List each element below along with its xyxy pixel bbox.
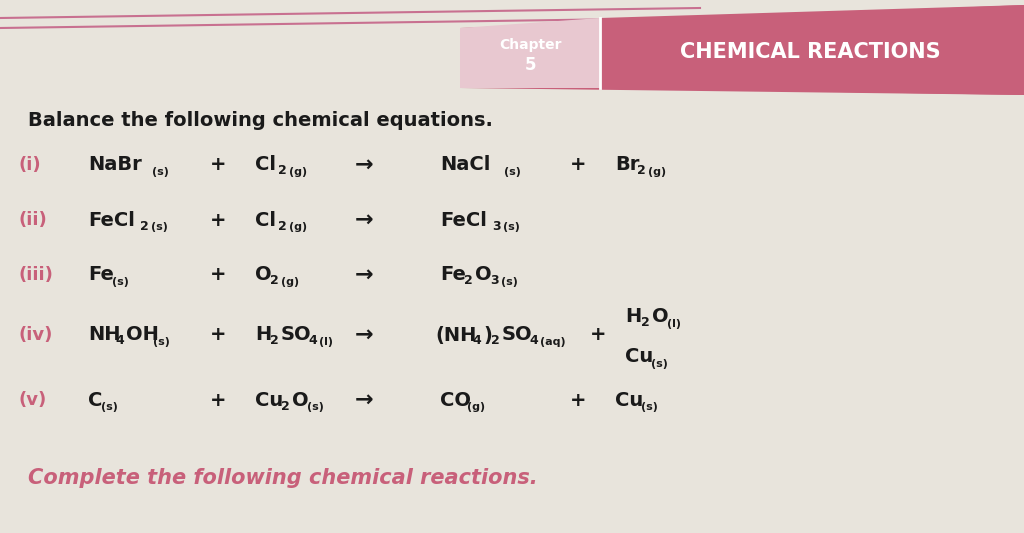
Text: (s): (s) [101,402,118,412]
Text: NH: NH [88,326,121,344]
Text: FeCl: FeCl [440,211,486,230]
Text: (s): (s) [112,277,129,287]
Text: +: + [570,156,587,174]
Text: +: + [570,391,587,409]
Text: CO: CO [440,391,471,409]
Polygon shape [600,5,1024,95]
Text: →: → [355,265,374,285]
Text: (g): (g) [289,222,307,232]
Text: Cu: Cu [255,391,284,409]
Text: NaCl: NaCl [440,156,490,174]
Text: →: → [355,210,374,230]
Text: SO: SO [502,326,532,344]
Text: 2: 2 [641,317,650,329]
Text: (l): (l) [667,319,681,329]
Text: CHEMICAL REACTIONS: CHEMICAL REACTIONS [680,42,940,62]
Text: (s): (s) [152,167,169,177]
Text: +: + [210,265,226,285]
Text: 2: 2 [270,335,279,348]
Text: (l): (l) [319,337,333,347]
Text: (g): (g) [281,277,299,287]
Text: 3: 3 [490,274,499,287]
Text: 2: 2 [270,274,279,287]
Text: +: + [210,211,226,230]
Text: Fe: Fe [440,265,466,285]
Text: (s): (s) [307,402,324,412]
Text: FeCl: FeCl [88,211,135,230]
Text: +: + [210,156,226,174]
Text: +: + [590,326,606,344]
Text: OH: OH [126,326,159,344]
Text: (g): (g) [648,167,667,177]
Text: Cu: Cu [615,391,643,409]
Text: Br: Br [615,156,639,174]
Text: H: H [625,308,641,327]
Text: →: → [355,325,374,345]
Polygon shape [460,5,1024,95]
Text: (s): (s) [641,402,657,412]
Text: 2: 2 [140,220,148,232]
Text: C: C [88,391,102,409]
Text: 2: 2 [278,220,287,232]
Text: +: + [210,326,226,344]
Text: (NH: (NH [435,326,476,344]
Polygon shape [460,18,600,88]
Text: ): ) [483,326,492,344]
Text: (s): (s) [151,222,168,232]
Text: (s): (s) [153,337,170,347]
Text: 2: 2 [464,274,473,287]
Text: O: O [255,265,271,285]
Text: (ii): (ii) [18,211,47,229]
Text: (g): (g) [467,402,485,412]
Text: (i): (i) [18,156,41,174]
Text: Cu: Cu [625,348,653,367]
Text: →: → [355,390,374,410]
Text: 2: 2 [278,165,287,177]
Text: 2: 2 [637,165,646,177]
Text: (s): (s) [503,222,520,232]
Text: 3: 3 [492,220,501,232]
Text: 2: 2 [490,335,500,348]
Text: (s): (s) [501,277,518,287]
Text: +: + [210,391,226,409]
Text: O: O [475,265,492,285]
Text: H: H [255,326,271,344]
Text: Balance the following chemical equations.: Balance the following chemical equations… [28,110,493,130]
Text: 4: 4 [472,335,480,348]
Text: O: O [292,391,308,409]
Text: (s): (s) [651,359,668,369]
Text: Cl: Cl [255,156,276,174]
Text: SO: SO [281,326,311,344]
Text: 2: 2 [281,400,290,413]
Text: (aq): (aq) [540,337,565,347]
Text: Cl: Cl [255,211,276,230]
Text: (v): (v) [18,391,46,409]
Text: (s): (s) [504,167,521,177]
Text: 4: 4 [529,335,538,348]
Text: (iii): (iii) [18,266,53,284]
Text: Complete the following chemical reactions.: Complete the following chemical reaction… [28,468,538,488]
Text: 5: 5 [524,56,536,74]
Text: 4: 4 [308,335,316,348]
Text: Fe: Fe [88,265,114,285]
Text: Chapter: Chapter [499,38,561,52]
Text: O: O [652,308,669,327]
Text: (iv): (iv) [18,326,52,344]
Text: 4: 4 [115,335,124,348]
Text: →: → [355,155,374,175]
Text: (g): (g) [289,167,307,177]
Text: NaBr: NaBr [88,156,141,174]
